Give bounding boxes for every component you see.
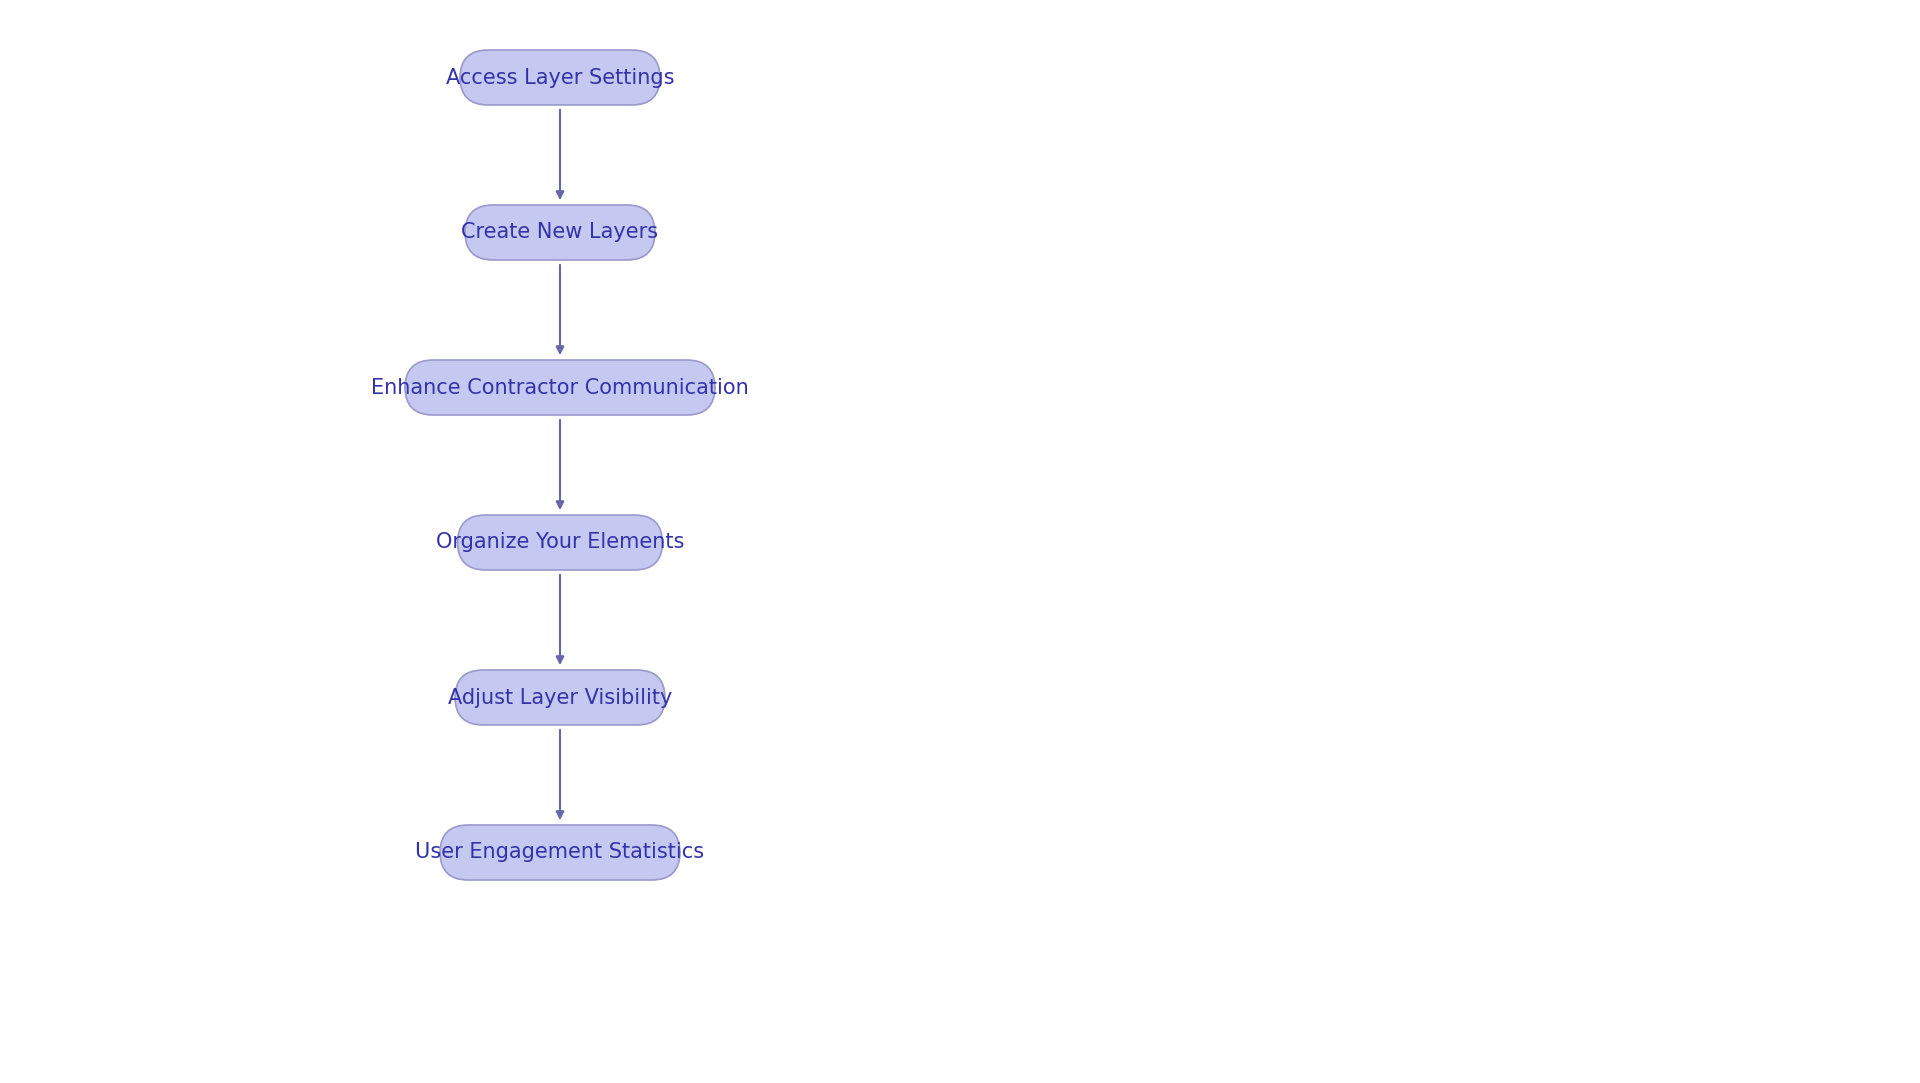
Text: User Engagement Statistics: User Engagement Statistics xyxy=(415,843,705,862)
Text: Access Layer Settings: Access Layer Settings xyxy=(445,67,674,88)
Text: Adjust Layer Visibility: Adjust Layer Visibility xyxy=(447,688,672,707)
FancyBboxPatch shape xyxy=(461,50,660,105)
Text: Create New Layers: Create New Layers xyxy=(461,222,659,243)
FancyBboxPatch shape xyxy=(465,205,655,260)
Text: Enhance Contractor Communication: Enhance Contractor Communication xyxy=(371,378,749,397)
Text: Organize Your Elements: Organize Your Elements xyxy=(436,533,684,552)
FancyBboxPatch shape xyxy=(455,670,664,725)
FancyBboxPatch shape xyxy=(440,825,680,880)
FancyBboxPatch shape xyxy=(457,516,662,570)
FancyBboxPatch shape xyxy=(405,360,714,415)
